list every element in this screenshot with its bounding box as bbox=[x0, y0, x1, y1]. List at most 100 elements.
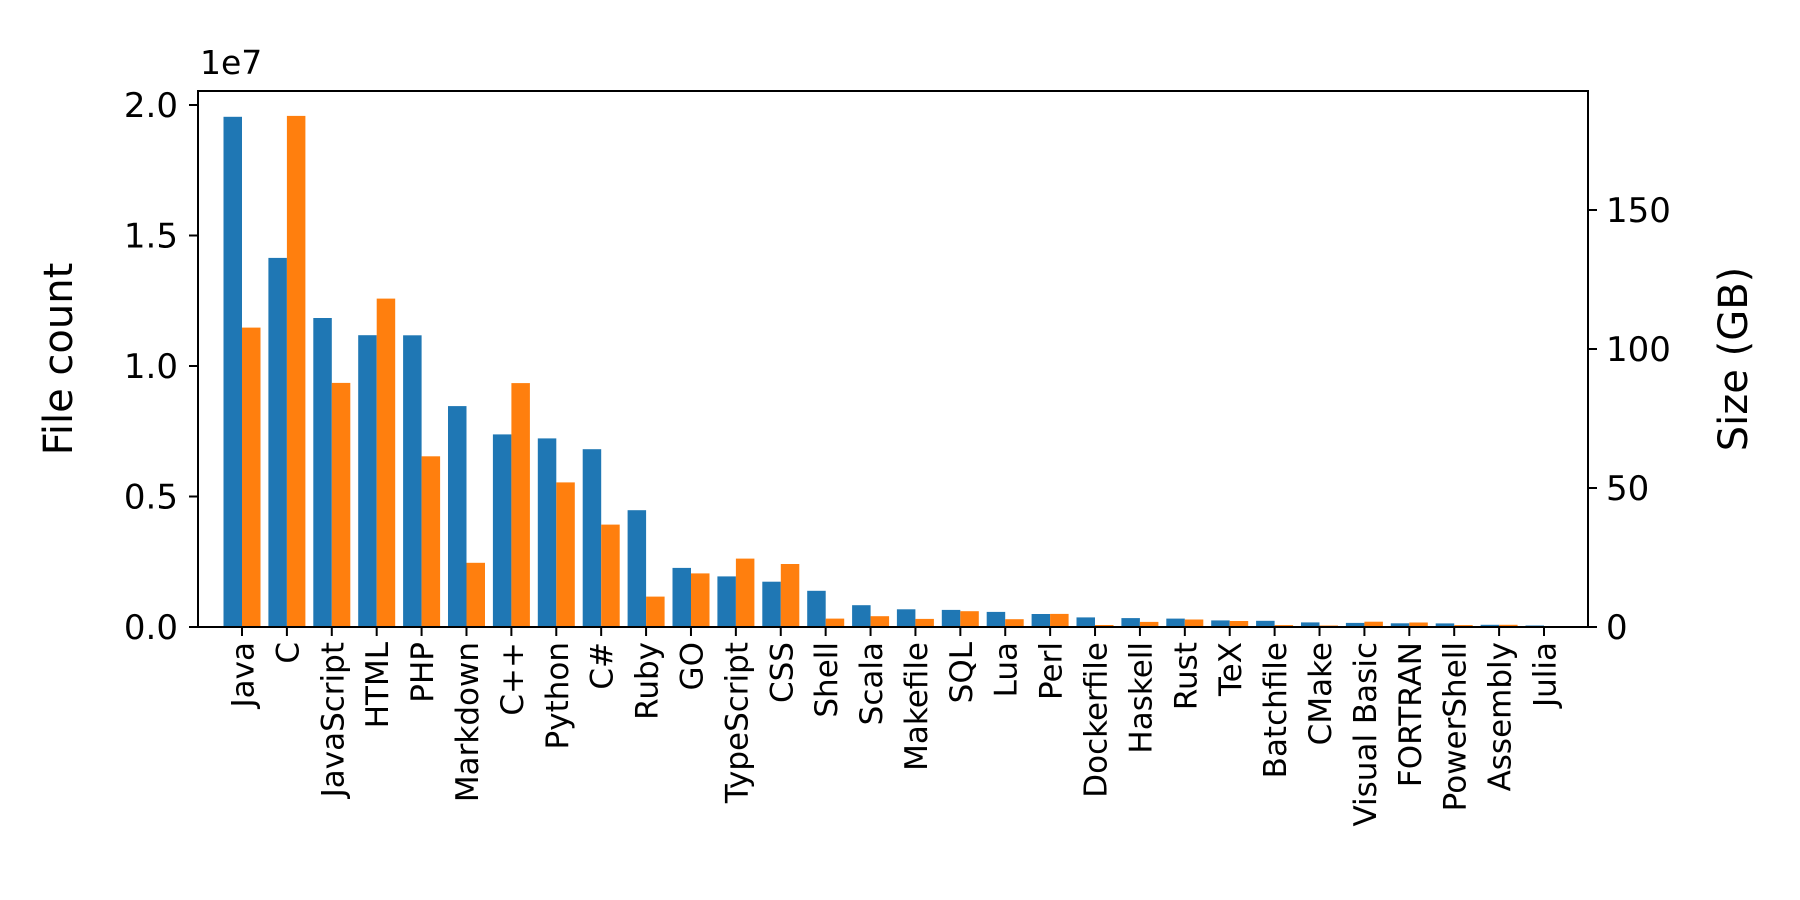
x-tick-label-ruby: Ruby bbox=[630, 642, 666, 720]
x-tick-label-perl: Perl bbox=[1034, 642, 1070, 700]
size-bar-ruby bbox=[646, 596, 665, 627]
right-tick-label-0: 0 bbox=[1606, 608, 1628, 648]
size-bar-c bbox=[286, 115, 306, 628]
filecount-bar-html bbox=[358, 335, 377, 627]
x-tick-label-dockerfile: Dockerfile bbox=[1079, 642, 1115, 798]
filecount-bar-fortran bbox=[1390, 623, 1410, 627]
filecount-bar-dockerfile bbox=[1076, 617, 1095, 627]
size-bar-shell bbox=[825, 618, 845, 627]
size-bar-c bbox=[511, 383, 530, 627]
filecount-bar-go bbox=[672, 567, 691, 627]
filecount-bar-css bbox=[762, 581, 781, 627]
size-bar-java bbox=[242, 327, 261, 627]
filecount-bar-scala bbox=[852, 605, 871, 627]
filecount-bar-makefile bbox=[896, 609, 916, 627]
size-bar-rust bbox=[1184, 619, 1204, 627]
left-tick-label-2.0: 2.0 bbox=[124, 86, 178, 126]
size-bar-perl bbox=[1050, 613, 1069, 627]
x-tick-label-c: C++ bbox=[495, 642, 531, 716]
left-tick-label-1.5: 1.5 bbox=[124, 216, 178, 256]
filecount-bar-c bbox=[582, 449, 602, 627]
filecount-bar-python bbox=[537, 438, 557, 627]
filecount-bar-rust bbox=[1166, 618, 1185, 627]
x-tick-label-powershell: PowerShell bbox=[1438, 642, 1474, 811]
left-axis-offset-text: 1e7 bbox=[200, 43, 262, 82]
right-tick-label-50: 50 bbox=[1606, 469, 1649, 509]
size-bar-python bbox=[556, 482, 575, 627]
x-tick-label-julia: Julia bbox=[1528, 642, 1564, 709]
x-tick-label-cmake: CMake bbox=[1303, 642, 1339, 745]
x-tick-label-html: HTML bbox=[360, 641, 396, 728]
size-bar-makefile bbox=[915, 618, 934, 627]
ticks-layer bbox=[189, 103, 1597, 636]
x-tick-label-scala: Scala bbox=[854, 642, 890, 725]
filecount-bar-php bbox=[403, 335, 422, 627]
size-bar-typescript bbox=[735, 558, 755, 627]
filecount-bar-lua bbox=[986, 611, 1006, 627]
size-bar-go bbox=[691, 573, 710, 627]
left-tick-label-0.0: 0.0 bbox=[124, 608, 178, 648]
filecount-bar-haskell bbox=[1121, 618, 1140, 627]
size-bar-scala bbox=[870, 616, 890, 627]
x-tick-label-python: Python bbox=[540, 642, 576, 749]
x-tick-label-typescript: TypeScript bbox=[719, 642, 755, 804]
right-tick-label-150: 150 bbox=[1606, 191, 1671, 231]
x-tick-label-haskell: Haskell bbox=[1123, 642, 1159, 754]
filecount-bar-perl bbox=[1031, 614, 1051, 627]
filecount-bar-sql bbox=[941, 609, 961, 627]
filecount-bar-markdown bbox=[448, 406, 467, 627]
left-tick-label-1.0: 1.0 bbox=[124, 347, 178, 387]
size-bar-php bbox=[421, 456, 441, 627]
filecount-bar-shell bbox=[807, 590, 826, 627]
size-bar-c bbox=[601, 524, 620, 627]
filecount-bar-javascript bbox=[313, 318, 332, 627]
axes-spines bbox=[197, 90, 1589, 628]
left-tick-label-0.5: 0.5 bbox=[124, 477, 178, 517]
filecount-bar-assembly bbox=[1480, 624, 1500, 627]
plot-border bbox=[197, 90, 1589, 628]
size-bar-assembly bbox=[1499, 624, 1518, 627]
size-bar-javascript bbox=[331, 382, 351, 627]
x-tick-label-visual-basic: Visual Basic bbox=[1348, 642, 1384, 826]
x-tick-label-assembly: Assembly bbox=[1483, 642, 1519, 791]
x-tick-label-markdown: Markdown bbox=[450, 642, 486, 802]
bars-layer bbox=[223, 115, 1563, 628]
size-bar-visual-basic bbox=[1364, 621, 1383, 627]
right-tick-label-100: 100 bbox=[1606, 330, 1671, 370]
x-tick-label-go: GO bbox=[675, 642, 711, 690]
right-axis-label: Size (GB) bbox=[1711, 267, 1757, 451]
x-tick-label-sql: SQL bbox=[944, 641, 980, 703]
filecount-bar-typescript bbox=[717, 576, 736, 627]
left-axis-label: File count bbox=[36, 263, 82, 456]
size-bar-markdown bbox=[466, 562, 485, 627]
x-tick-label-makefile: Makefile bbox=[899, 642, 935, 771]
size-bar-haskell bbox=[1139, 621, 1159, 627]
size-bar-lua bbox=[1005, 619, 1024, 627]
x-tick-label-php: PHP bbox=[405, 642, 441, 703]
size-bar-html bbox=[376, 298, 396, 627]
x-tick-label-lua: Lua bbox=[989, 642, 1025, 697]
filecount-bar-c bbox=[492, 434, 512, 627]
filecount-bar-powershell bbox=[1435, 623, 1455, 627]
x-tick-label-batchfile: Batchfile bbox=[1258, 642, 1294, 778]
x-tick-label-shell: Shell bbox=[809, 642, 845, 718]
filecount-bar-java bbox=[223, 116, 242, 628]
filecount-bar-tex bbox=[1211, 620, 1230, 627]
filecount-bar-c bbox=[268, 257, 287, 627]
filecount-bar-ruby bbox=[627, 510, 647, 627]
size-bar-sql bbox=[960, 611, 979, 627]
size-bar-fortran bbox=[1409, 622, 1428, 627]
x-tick-label-javascript: JavaScript bbox=[315, 642, 351, 799]
x-tick-label-c: C bbox=[270, 642, 306, 664]
filecount-bar-cmake bbox=[1301, 622, 1320, 627]
size-bar-css bbox=[780, 564, 800, 627]
x-tick-label-css: CSS bbox=[764, 642, 800, 703]
x-tick-label-fortran: FORTRAN bbox=[1393, 642, 1429, 787]
size-bar-tex bbox=[1229, 621, 1249, 627]
x-tick-label-rust: Rust bbox=[1168, 642, 1204, 710]
x-tick-label-c: C# bbox=[585, 642, 621, 690]
x-tick-label-tex: TeX bbox=[1213, 642, 1249, 697]
